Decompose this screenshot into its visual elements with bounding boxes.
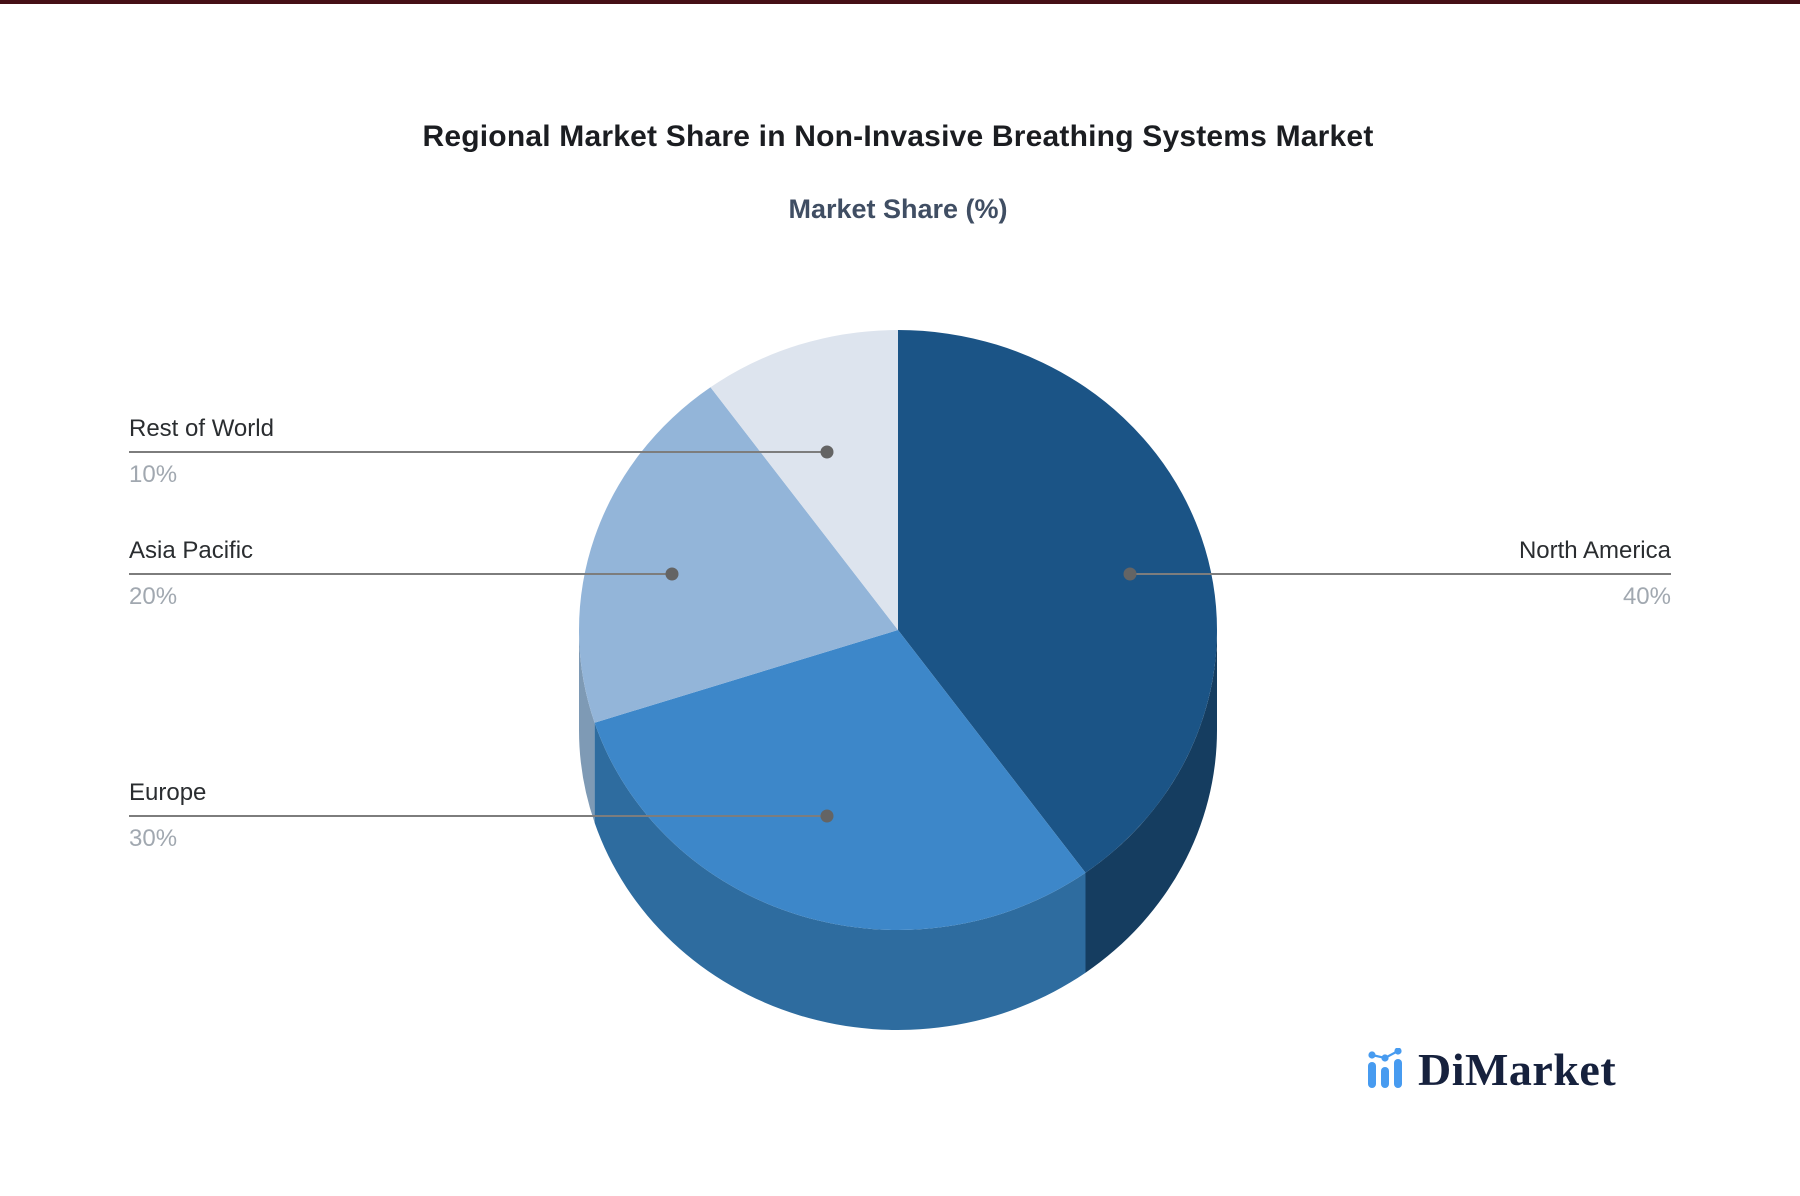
pie-slice-side-north-america <box>1085 630 1217 973</box>
chart-subtitle: Market Share (%) <box>788 194 1008 224</box>
leader-dot-asia-pacific <box>665 567 679 581</box>
logo-text: DiMarket <box>1418 1043 1617 1095</box>
pie-slice-asia-pacific[interactable] <box>578 387 898 723</box>
pie-slice-rest-of-world[interactable] <box>710 330 898 630</box>
pie-slice-north-america[interactable] <box>898 330 1217 873</box>
slice-value-asia-pacific: 20% <box>129 583 178 610</box>
leader-dot-north-america <box>1123 567 1137 581</box>
slice-label-north-america: North America <box>1518 537 1671 564</box>
leader-dot-rest-of-world <box>820 445 834 459</box>
slice-label-rest-of-world: Rest of World <box>129 415 274 442</box>
slice-label-europe: Europe <box>129 779 207 806</box>
slice-value-europe: 30% <box>129 825 178 852</box>
leader-dot-europe <box>820 809 834 823</box>
bar-line-chart-icon <box>1368 1048 1402 1088</box>
slice-value-north-america: 40% <box>1622 583 1671 610</box>
pie-slice-europe[interactable] <box>594 630 1086 930</box>
dimarket-logo: DiMarket <box>1367 1043 1616 1095</box>
pie-slice-side-europe <box>594 722 1086 1030</box>
top-border-strip <box>0 0 1800 4</box>
slice-value-rest-of-world: 10% <box>129 461 178 488</box>
slice-label-asia-pacific: Asia Pacific <box>129 537 254 564</box>
chart-title: Regional Market Share in Non-Invasive Br… <box>422 120 1374 153</box>
pie-slice-side-asia-pacific <box>579 630 595 823</box>
